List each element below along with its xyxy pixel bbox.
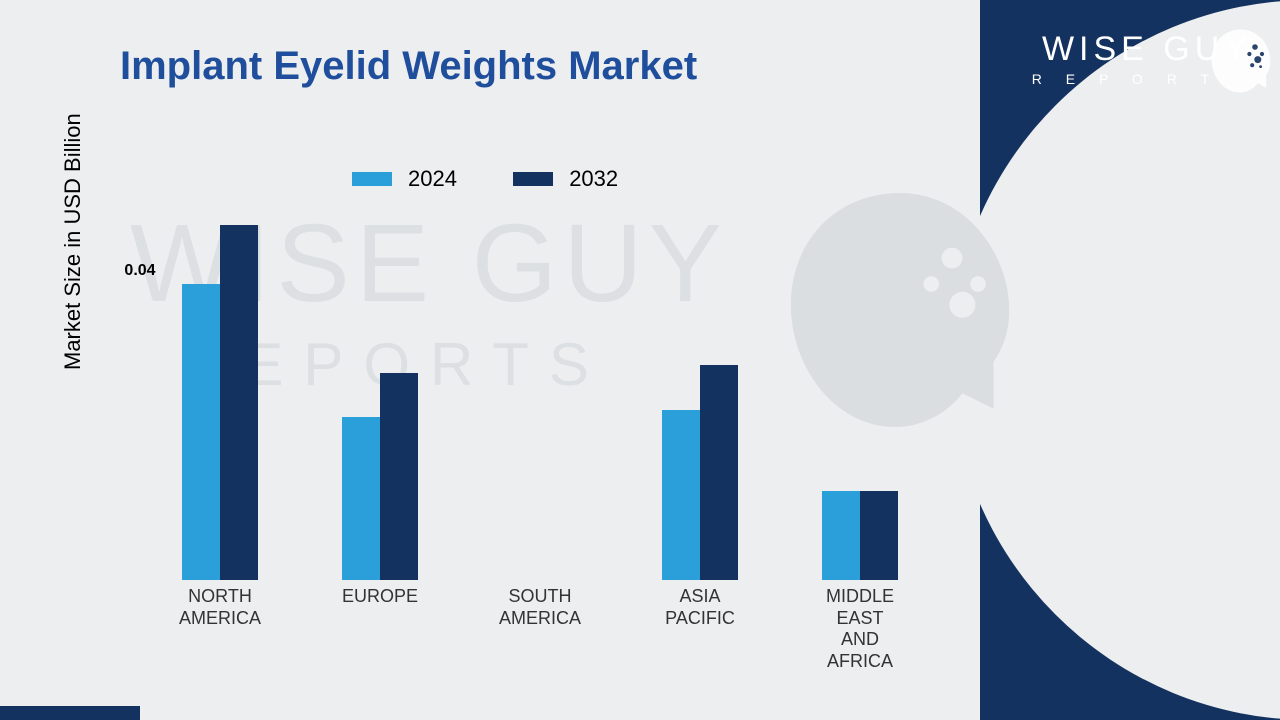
right-panel: WISE GUY R E P O R T S <box>980 0 1280 720</box>
bar-2032 <box>860 491 898 580</box>
brand-logo: WISE GUY R E P O R T S <box>1032 30 1252 87</box>
plot: 0.04NORTHAMERICAEUROPESOUTHAMERICAASIAPA… <box>140 210 940 580</box>
category-label: ASIAPACIFIC <box>620 586 780 629</box>
brand-sub: R E P O R T S <box>1032 71 1252 87</box>
category-label: SOUTHAMERICA <box>460 586 620 629</box>
category-label: MIDDLEEASTANDAFRICA <box>780 586 940 672</box>
brand-top: WISE GUY <box>1032 30 1252 69</box>
footer-accent-bar <box>0 706 140 720</box>
y-axis-label: Market Size in USD Billion <box>60 113 86 370</box>
bar-2024 <box>822 491 860 580</box>
bar-2032 <box>380 373 418 580</box>
circle-cutout <box>950 0 1280 720</box>
canvas: WISE GUY R E P O R T S WISE GUY REPORTS … <box>0 0 1280 720</box>
bar-2032 <box>220 225 258 580</box>
category-label: EUROPE <box>300 586 460 608</box>
bar-2024 <box>662 410 700 580</box>
bar-2024 <box>182 284 220 580</box>
category-label: NORTHAMERICA <box>140 586 300 629</box>
chart-area: 0.04NORTHAMERICAEUROPESOUTHAMERICAASIAPA… <box>100 160 940 580</box>
chart-title: Implant Eyelid Weights Market <box>120 44 697 89</box>
bar-2032 <box>700 365 738 580</box>
bar-2024 <box>342 417 380 580</box>
bar-value-label: 0.04 <box>102 262 178 280</box>
